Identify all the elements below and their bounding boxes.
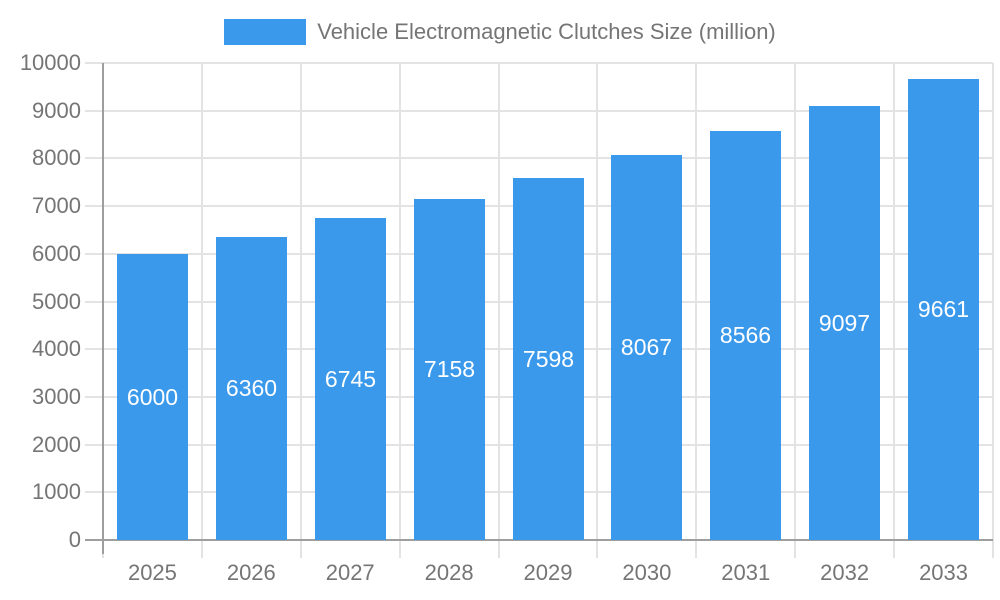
bar-value-label: 9097 [818, 309, 871, 336]
bar[interactable]: 6000 [117, 254, 188, 540]
gridline-vertical [596, 63, 599, 558]
y-axis-line [102, 63, 104, 554]
bar-value-label: 7598 [522, 345, 575, 372]
bar-value-label: 8067 [620, 334, 673, 360]
legend-swatch [224, 19, 307, 45]
x-tick-label: 2029 [523, 560, 573, 585]
x-tick-label: 2026 [226, 560, 276, 585]
x-tick-label: 2031 [721, 560, 771, 585]
x-axis-line [85, 539, 993, 541]
bar[interactable]: 7598 [513, 178, 584, 540]
x-tick-label: 2032 [820, 560, 870, 585]
gridline-vertical [893, 63, 896, 558]
gridline-vertical [398, 63, 401, 558]
bar-value-label: 6745 [324, 365, 377, 392]
y-tick-label: 3000 [32, 383, 81, 409]
bar-value-label: 6000 [126, 383, 179, 410]
bar[interactable]: 9661 [908, 79, 979, 540]
gridline-vertical [794, 63, 797, 558]
bar[interactable]: 6360 [216, 237, 287, 540]
y-tick-label: 1000 [32, 479, 81, 505]
bar[interactable]: 8067 [611, 155, 682, 540]
bar-value-label: 9661 [917, 296, 970, 322]
y-tick-label: 6000 [32, 240, 81, 266]
y-tick-label: 5000 [32, 288, 81, 314]
x-tick-label: 2025 [127, 560, 177, 585]
bar-value-label: 7158 [423, 356, 476, 382]
bar[interactable]: 6745 [315, 218, 386, 540]
y-tick-label: 10000 [19, 50, 81, 75]
gridline-horizontal [85, 109, 993, 112]
bar[interactable]: 7158 [414, 199, 485, 540]
bar-value-label: 8566 [719, 322, 772, 348]
x-tick-label: 2027 [325, 560, 375, 585]
legend-label: Vehicle Electromagnetic Clutches Size (m… [317, 19, 776, 44]
gridline-vertical [992, 63, 994, 558]
y-tick-label: 4000 [32, 336, 81, 362]
gridline-vertical [200, 63, 203, 558]
y-tick-label: 8000 [32, 145, 81, 171]
gridline-horizontal [85, 157, 993, 160]
bar[interactable]: 8566 [710, 131, 781, 540]
y-tick-label: 9000 [32, 97, 81, 123]
bar-value-label: 6360 [225, 375, 278, 401]
chart-legend[interactable]: Vehicle Electromagnetic Clutches Size (m… [0, 17, 1000, 47]
y-tick-label: 2000 [32, 431, 81, 457]
gridline-vertical [695, 63, 698, 558]
x-tick-label: 2033 [919, 560, 969, 585]
x-tick-label: 2030 [622, 560, 672, 585]
gridline-vertical [299, 63, 302, 558]
y-tick-label: 7000 [32, 193, 81, 219]
bar[interactable]: 9097 [809, 106, 880, 540]
x-tick-label: 2028 [424, 560, 474, 585]
y-tick-label: 0 [68, 527, 81, 552]
gridline-horizontal [85, 62, 993, 64]
gridline-vertical [497, 63, 500, 558]
